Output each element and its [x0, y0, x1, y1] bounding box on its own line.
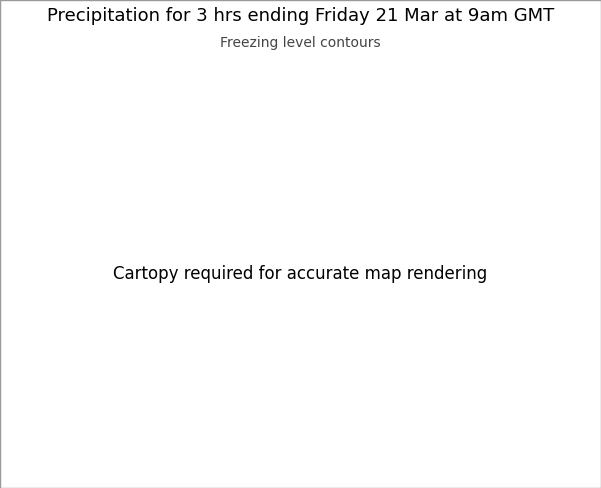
Text: Cartopy required for accurate map rendering: Cartopy required for accurate map render…	[114, 264, 487, 283]
Text: Precipitation for 3 hrs ending Friday 21 Mar at 9am GMT: Precipitation for 3 hrs ending Friday 21…	[47, 7, 554, 25]
Text: Freezing level contours: Freezing level contours	[220, 36, 381, 50]
